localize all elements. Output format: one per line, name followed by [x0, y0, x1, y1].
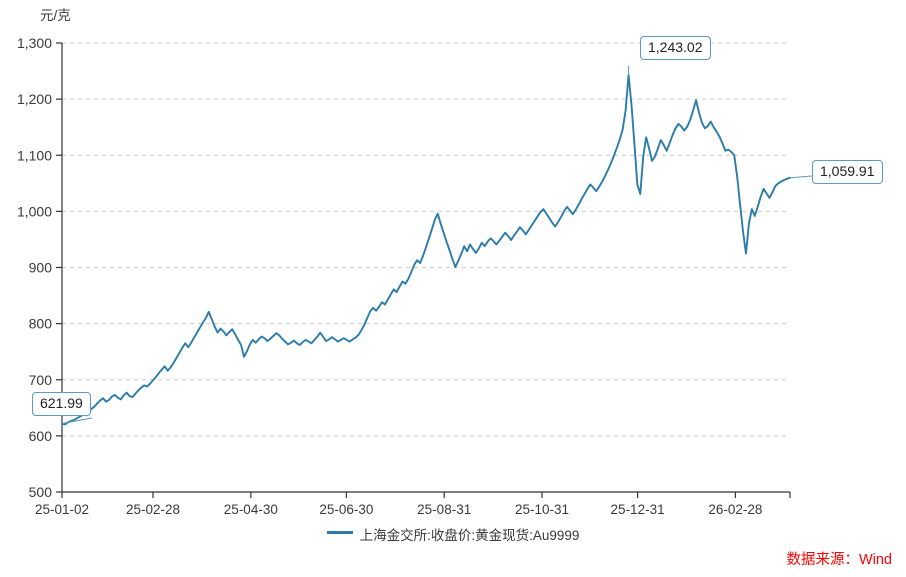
data-source-note: 数据来源：Wind: [786, 552, 892, 568]
y-axis-tick-label: 900: [29, 260, 53, 276]
annotation-callout-start: 621.99: [32, 392, 91, 417]
x-axis-tick-label: 25-08-31: [417, 502, 471, 517]
y-axis-tick-label: 600: [29, 428, 53, 444]
x-axis-tick-label: 25-12-31: [611, 502, 665, 517]
x-axis-ticks: 25-01-02 25-02-28 25-04-30 25-06-30 25-08-31…: [35, 492, 791, 517]
y-axis-tick-label: 800: [29, 316, 53, 332]
gridlines: [62, 42, 790, 437]
x-axis-tick-label: 25-02-28: [126, 502, 180, 517]
y-axis-tick-label: 1,000: [17, 203, 52, 219]
y-axis-ticks: 1,300 1,200 1,100 1,000 900 800 700 600 500: [17, 35, 62, 500]
x-axis-tick-label: 25-06-30: [319, 502, 373, 517]
annotation-callout-peak: 1,243.02: [640, 36, 711, 61]
series-line-au9999: [61, 74, 791, 426]
legend-label-au9999: 上海金交所:收盘价:黄金现货:Au9999: [359, 528, 580, 543]
y-axis-tick-label: 500: [29, 484, 53, 500]
y-axis-tick-label: 700: [29, 372, 53, 388]
y-axis-tick-label: 1,200: [17, 91, 52, 107]
callout-leader-lines: [61, 66, 813, 425]
callout-leader-line: [789, 175, 813, 179]
annotation-callout-end: 1,059.91: [812, 160, 883, 185]
x-axis-tick-label: 25-01-02: [35, 502, 89, 517]
x-axis-tick-label: 25-10-31: [515, 502, 569, 517]
x-axis-tick-label: 25-04-30: [224, 502, 278, 517]
x-axis-tick-label: 26-02-28: [708, 502, 762, 517]
y-axis-tick-label: 1,100: [17, 147, 52, 163]
y-axis-tick-label: 1,300: [17, 35, 52, 51]
callout-leader-line: [61, 417, 93, 425]
legend-swatch-au9999: [326, 530, 353, 534]
data-series-group: [61, 74, 791, 426]
y-axis-unit-label: 元/克: [40, 8, 71, 23]
chart-legend: 上海金交所:收盘价:黄金现货:Au9999: [0, 524, 906, 544]
